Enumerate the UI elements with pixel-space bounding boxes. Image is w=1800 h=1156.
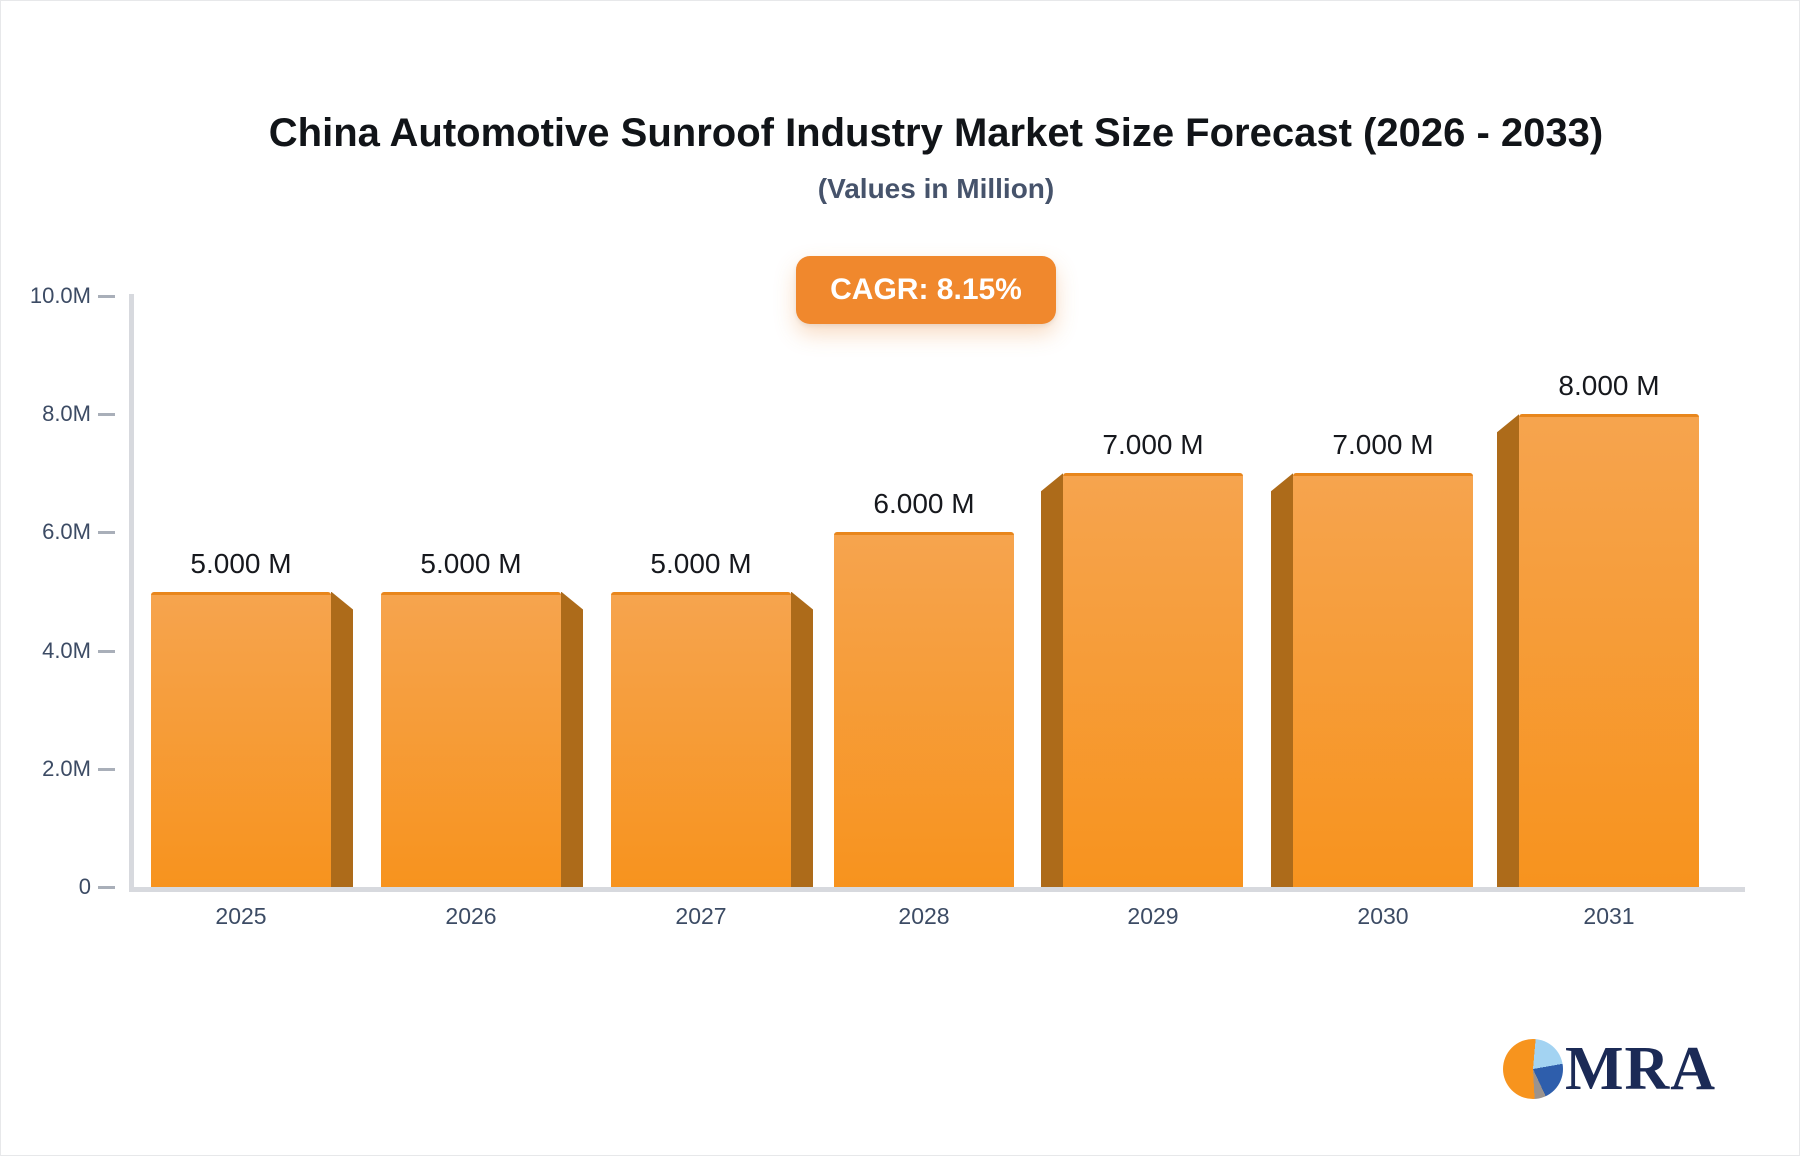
- y-axis-tick: [98, 649, 115, 653]
- y-axis-tick-label: 2.0M: [42, 755, 91, 781]
- mra-logo-text: MRA: [1565, 1035, 1717, 1103]
- x-axis-category-label: 2031: [1583, 903, 1635, 929]
- bar-3d-side: [331, 591, 353, 887]
- y-axis-line: [129, 294, 134, 892]
- bar-2025: [151, 591, 331, 887]
- bar-2027: [611, 591, 791, 887]
- bar-value-label: 7.000 M: [1332, 429, 1434, 461]
- bar-2030: [1293, 473, 1473, 887]
- bar-3d-side: [791, 591, 813, 887]
- y-axis-tick: [98, 767, 115, 771]
- x-axis-baseline: [129, 887, 1745, 892]
- x-axis-category-label: 2026: [445, 903, 497, 929]
- bar-value-label: 6.000 M: [873, 488, 975, 520]
- x-axis-category-label: 2030: [1357, 903, 1409, 929]
- y-axis-tick: [98, 295, 115, 298]
- mra-logo: MRA: [1503, 1037, 1716, 1101]
- y-axis-tick-label: 8.0M: [42, 401, 91, 427]
- y-axis-tick: [98, 413, 115, 417]
- bar-value-label: 5.000 M: [190, 547, 292, 579]
- bar-2026: [381, 591, 561, 887]
- bar-value-label: 5.000 M: [650, 547, 752, 579]
- bar-3d-side: [561, 591, 583, 887]
- bar-2031: [1519, 414, 1699, 887]
- bar-value-label: 5.000 M: [420, 547, 522, 579]
- bar-value-label: 8.000 M: [1558, 370, 1660, 402]
- chart-title: China Automotive Sunroof Industry Market…: [268, 111, 1604, 155]
- bar-3d-side: [1041, 473, 1063, 887]
- bar-value-label: 7.000 M: [1102, 429, 1204, 461]
- y-axis-tick: [98, 886, 115, 889]
- x-axis-category-label: 2028: [898, 903, 950, 929]
- x-axis-category-label: 2027: [675, 903, 727, 929]
- bar-3d-side: [1497, 414, 1519, 887]
- cagr-badge: CAGR: 8.15%: [796, 256, 1056, 324]
- pie-chart-logo-icon: [1503, 1039, 1563, 1099]
- bar-3d-side: [1271, 473, 1293, 887]
- x-axis-category-label: 2029: [1127, 903, 1179, 929]
- bar-2028: [834, 532, 1014, 887]
- chart-subtitle: (Values in Million): [817, 173, 1055, 204]
- y-axis-tick: [98, 531, 115, 535]
- y-axis-tick-label: 10.0M: [29, 283, 91, 308]
- x-axis-category-label: 2025: [215, 903, 267, 929]
- bar-2029: [1063, 473, 1243, 887]
- y-axis-tick-label: 0: [78, 874, 91, 899]
- y-axis-tick-label: 4.0M: [42, 637, 91, 663]
- y-axis-tick-label: 6.0M: [42, 519, 91, 545]
